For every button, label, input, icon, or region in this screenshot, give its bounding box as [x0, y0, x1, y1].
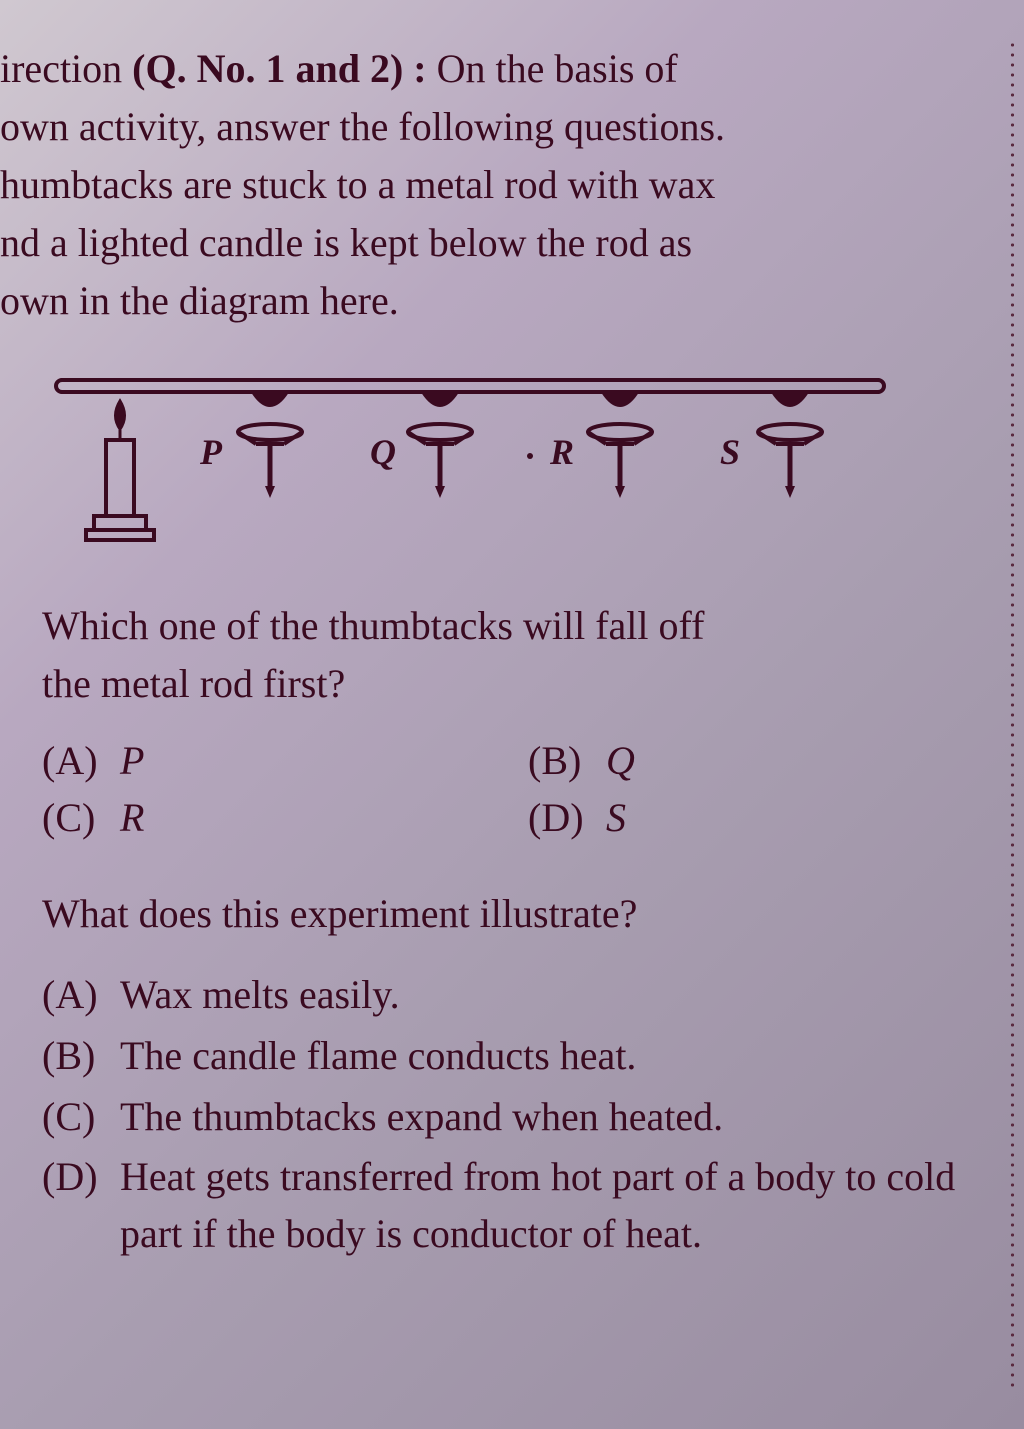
- q1-option-b: (B) Q: [528, 737, 994, 784]
- q1-l2: the metal rod first?: [42, 661, 345, 706]
- svg-text:S: S: [720, 432, 740, 472]
- option-value: S: [606, 794, 626, 841]
- q2-option-b: (B) The candle flame conducts heat.: [42, 1028, 994, 1085]
- q2-options: (A) Wax melts easily. (B) The candle fla…: [0, 967, 994, 1263]
- experiment-diagram: P Q R S: [0, 358, 994, 553]
- option-label: (C): [42, 794, 102, 841]
- option-value: The thumbtacks expand when heated.: [120, 1089, 994, 1146]
- option-label: (B): [42, 1028, 102, 1085]
- question-2-text: What does this experiment illustrate?: [0, 885, 994, 943]
- intro-l3: humbtacks are stuck to a metal rod with …: [0, 162, 715, 207]
- question-1-text: Which one of the thumbtacks will fall of…: [0, 597, 994, 713]
- option-value: R: [120, 794, 144, 841]
- option-label: (A): [42, 967, 102, 1024]
- intro-l4: nd a lighted candle is kept below the ro…: [0, 220, 692, 265]
- option-value: Heat gets transferred from hot part of a…: [120, 1149, 994, 1263]
- option-value: Wax melts easily.: [120, 967, 994, 1024]
- intro-l5: own in the diagram here.: [0, 278, 399, 323]
- option-label: (D): [42, 1149, 102, 1263]
- q2-option-a: (A) Wax melts easily.: [42, 967, 994, 1024]
- option-label: (C): [42, 1089, 102, 1146]
- q1-l1: Which one of the thumbtacks will fall of…: [42, 603, 704, 648]
- svg-text:Q: Q: [370, 432, 396, 472]
- q2-option-d: (D) Heat gets transferred from hot part …: [42, 1149, 994, 1263]
- q1-options: (A) P (B) Q (C) R (D) S: [0, 737, 994, 841]
- option-value: The candle flame conducts heat.: [120, 1028, 994, 1085]
- intro-bold: (Q. No. 1 and 2) :: [132, 46, 426, 91]
- svg-text:R: R: [549, 432, 574, 472]
- option-label: (D): [528, 794, 588, 841]
- option-label: (A): [42, 737, 102, 784]
- direction-text: irection (Q. No. 1 and 2) : On the basis…: [0, 40, 994, 330]
- q1-option-c: (C) R: [42, 794, 508, 841]
- svg-text:P: P: [199, 432, 223, 472]
- option-label: (B): [528, 737, 588, 784]
- right-dotted-margin: [1011, 40, 1014, 1389]
- page-content: irection (Q. No. 1 and 2) : On the basis…: [0, 0, 1024, 1297]
- q1-option-d: (D) S: [528, 794, 994, 841]
- q2-l1: What does this experiment illustrate?: [42, 891, 637, 936]
- intro-prefix: irection: [0, 46, 132, 91]
- intro-l1-rest: On the basis of: [427, 46, 678, 91]
- option-value: Q: [606, 737, 635, 784]
- q2-option-c: (C) The thumbtacks expand when heated.: [42, 1089, 994, 1146]
- q1-option-a: (A) P: [42, 737, 508, 784]
- intro-l2: own activity, answer the following quest…: [0, 104, 725, 149]
- diagram-svg: P Q R S: [20, 358, 900, 548]
- option-value: P: [120, 737, 144, 784]
